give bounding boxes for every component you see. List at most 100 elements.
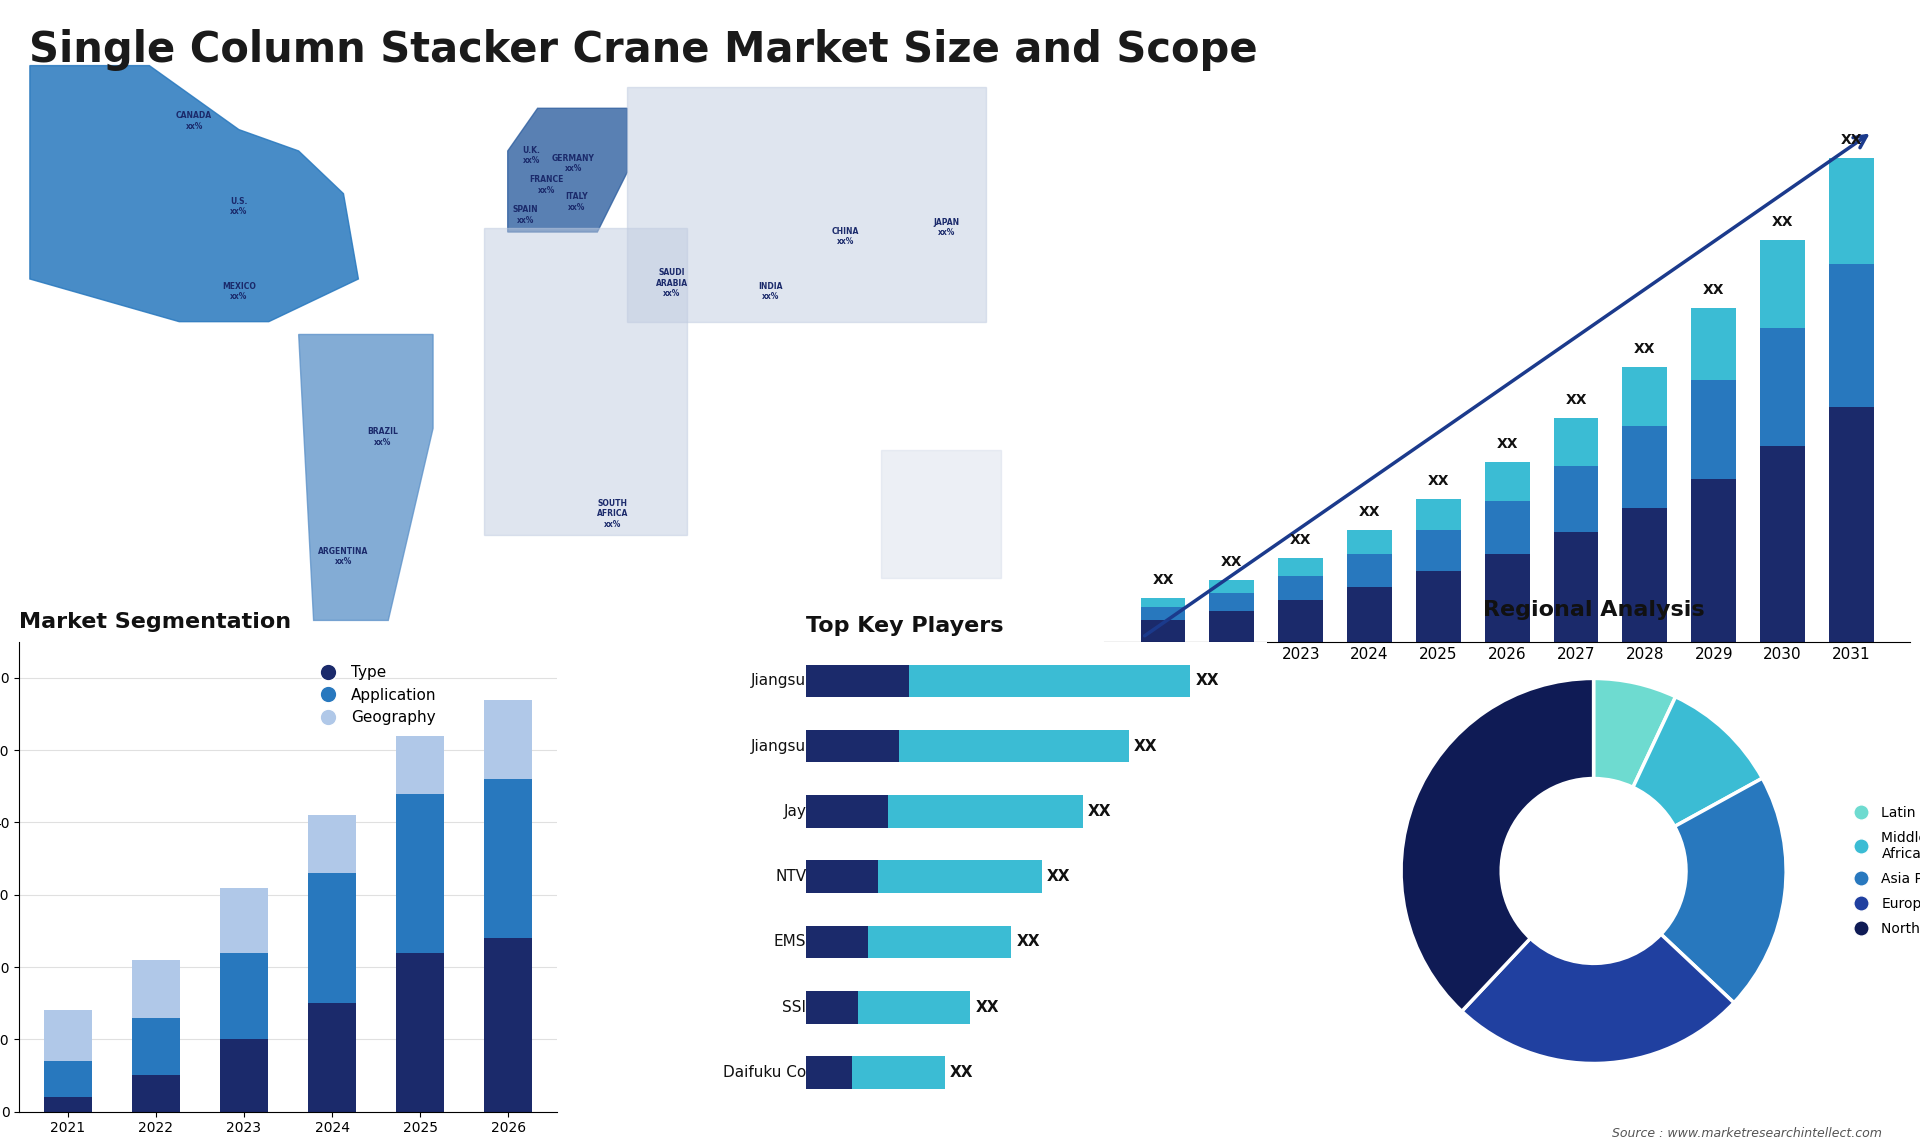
Text: XX: XX bbox=[1290, 533, 1311, 548]
Text: XX: XX bbox=[1196, 674, 1219, 689]
Bar bbox=[806, 665, 908, 697]
Text: INTELLECT: INTELLECT bbox=[1786, 104, 1853, 113]
Bar bbox=[132, 1018, 180, 1075]
Polygon shape bbox=[484, 228, 687, 535]
Bar bbox=[1692, 479, 1736, 642]
Bar bbox=[1484, 554, 1530, 642]
Bar bbox=[1761, 446, 1805, 642]
Bar bbox=[44, 1061, 92, 1097]
Bar bbox=[1279, 601, 1323, 642]
Bar bbox=[806, 861, 877, 893]
Bar bbox=[1622, 426, 1667, 508]
Polygon shape bbox=[628, 87, 985, 322]
Bar bbox=[1553, 417, 1599, 466]
Bar bbox=[1830, 407, 1874, 642]
Bar bbox=[44, 1097, 92, 1112]
Text: U.K.
xx%: U.K. xx% bbox=[522, 146, 541, 165]
Polygon shape bbox=[1636, 31, 1766, 124]
Bar bbox=[1415, 529, 1461, 572]
Bar bbox=[307, 815, 357, 873]
Bar bbox=[1830, 158, 1874, 264]
Bar bbox=[484, 779, 532, 939]
Text: CHINA
xx%: CHINA xx% bbox=[831, 227, 858, 246]
Text: U.S.
xx%: U.S. xx% bbox=[230, 197, 248, 217]
Bar bbox=[219, 1039, 269, 1112]
Legend: Latin America, Middle East &
Africa, Asia Pacific, Europe, North America: Latin America, Middle East & Africa, Asi… bbox=[1841, 800, 1920, 942]
Bar bbox=[1210, 594, 1254, 611]
Text: ITALY
xx%: ITALY xx% bbox=[564, 193, 588, 212]
Bar bbox=[396, 793, 444, 952]
Text: XX: XX bbox=[1772, 214, 1793, 228]
Text: XX: XX bbox=[1841, 133, 1862, 148]
Bar bbox=[806, 730, 899, 762]
Bar bbox=[1140, 598, 1185, 606]
Bar bbox=[1830, 264, 1874, 407]
Text: XX: XX bbox=[1565, 393, 1586, 407]
Bar bbox=[889, 795, 1083, 827]
Text: INDIA
xx%: INDIA xx% bbox=[758, 282, 783, 301]
Text: RESEARCH: RESEARCH bbox=[1786, 70, 1853, 80]
Text: SOUTH
AFRICA
xx%: SOUTH AFRICA xx% bbox=[597, 499, 628, 528]
Bar bbox=[219, 952, 269, 1039]
Text: XX: XX bbox=[1428, 474, 1450, 488]
Text: Single Column Stacker Crane Market Size and Scope: Single Column Stacker Crane Market Size … bbox=[29, 29, 1258, 71]
Bar bbox=[1622, 508, 1667, 642]
Text: XX: XX bbox=[950, 1065, 973, 1080]
Wedge shape bbox=[1461, 934, 1734, 1063]
Circle shape bbox=[1501, 778, 1686, 964]
Text: XX: XX bbox=[1221, 556, 1242, 570]
Text: Jay: Jay bbox=[783, 804, 806, 819]
Wedge shape bbox=[1594, 678, 1676, 787]
Bar bbox=[132, 1075, 180, 1112]
Text: XX: XX bbox=[1496, 437, 1519, 450]
Text: XX: XX bbox=[1703, 283, 1724, 297]
Legend: Type, Application, Geography: Type, Application, Geography bbox=[307, 659, 442, 731]
Wedge shape bbox=[1661, 778, 1786, 1003]
Bar bbox=[1415, 499, 1461, 529]
Bar bbox=[858, 991, 970, 1023]
Text: XX: XX bbox=[1634, 342, 1655, 356]
Bar bbox=[1484, 462, 1530, 501]
Bar bbox=[219, 887, 269, 952]
Text: CANADA
xx%: CANADA xx% bbox=[177, 111, 213, 131]
Bar bbox=[1210, 580, 1254, 594]
Bar bbox=[806, 991, 858, 1023]
Text: XX: XX bbox=[1152, 573, 1173, 587]
Wedge shape bbox=[1632, 697, 1763, 826]
Text: EMS: EMS bbox=[774, 934, 806, 949]
Text: MARKET: MARKET bbox=[1786, 36, 1839, 46]
Bar bbox=[1415, 572, 1461, 642]
Bar bbox=[1761, 240, 1805, 328]
Bar bbox=[1279, 558, 1323, 575]
Polygon shape bbox=[507, 108, 628, 231]
Bar bbox=[1348, 554, 1392, 587]
Bar bbox=[1553, 466, 1599, 532]
Bar bbox=[1210, 611, 1254, 642]
Bar bbox=[1553, 532, 1599, 642]
Text: XX: XX bbox=[1135, 739, 1158, 754]
Bar bbox=[1140, 606, 1185, 620]
Text: Source : www.marketresearchintellect.com: Source : www.marketresearchintellect.com bbox=[1611, 1128, 1882, 1140]
Polygon shape bbox=[300, 335, 434, 620]
Text: SAUDI
ARABIA
xx%: SAUDI ARABIA xx% bbox=[657, 268, 687, 298]
Bar bbox=[1484, 501, 1530, 554]
Bar bbox=[1348, 587, 1392, 642]
Polygon shape bbox=[31, 65, 359, 322]
Bar bbox=[307, 873, 357, 1003]
Text: FRANCE
xx%: FRANCE xx% bbox=[530, 175, 564, 195]
Bar bbox=[1348, 529, 1392, 554]
Text: Top Key Players: Top Key Players bbox=[806, 617, 1004, 636]
Bar bbox=[484, 939, 532, 1112]
Text: XX: XX bbox=[975, 999, 998, 1014]
Bar bbox=[852, 1057, 945, 1089]
Bar bbox=[806, 926, 868, 958]
Bar bbox=[1692, 308, 1736, 380]
Text: NTV: NTV bbox=[776, 869, 806, 885]
Text: XX: XX bbox=[1046, 869, 1071, 885]
Bar bbox=[877, 861, 1043, 893]
Bar bbox=[484, 699, 532, 779]
Title: Regional Analysis: Regional Analysis bbox=[1482, 601, 1705, 620]
Bar bbox=[396, 736, 444, 793]
Bar bbox=[1622, 367, 1667, 426]
Bar bbox=[806, 1057, 852, 1089]
